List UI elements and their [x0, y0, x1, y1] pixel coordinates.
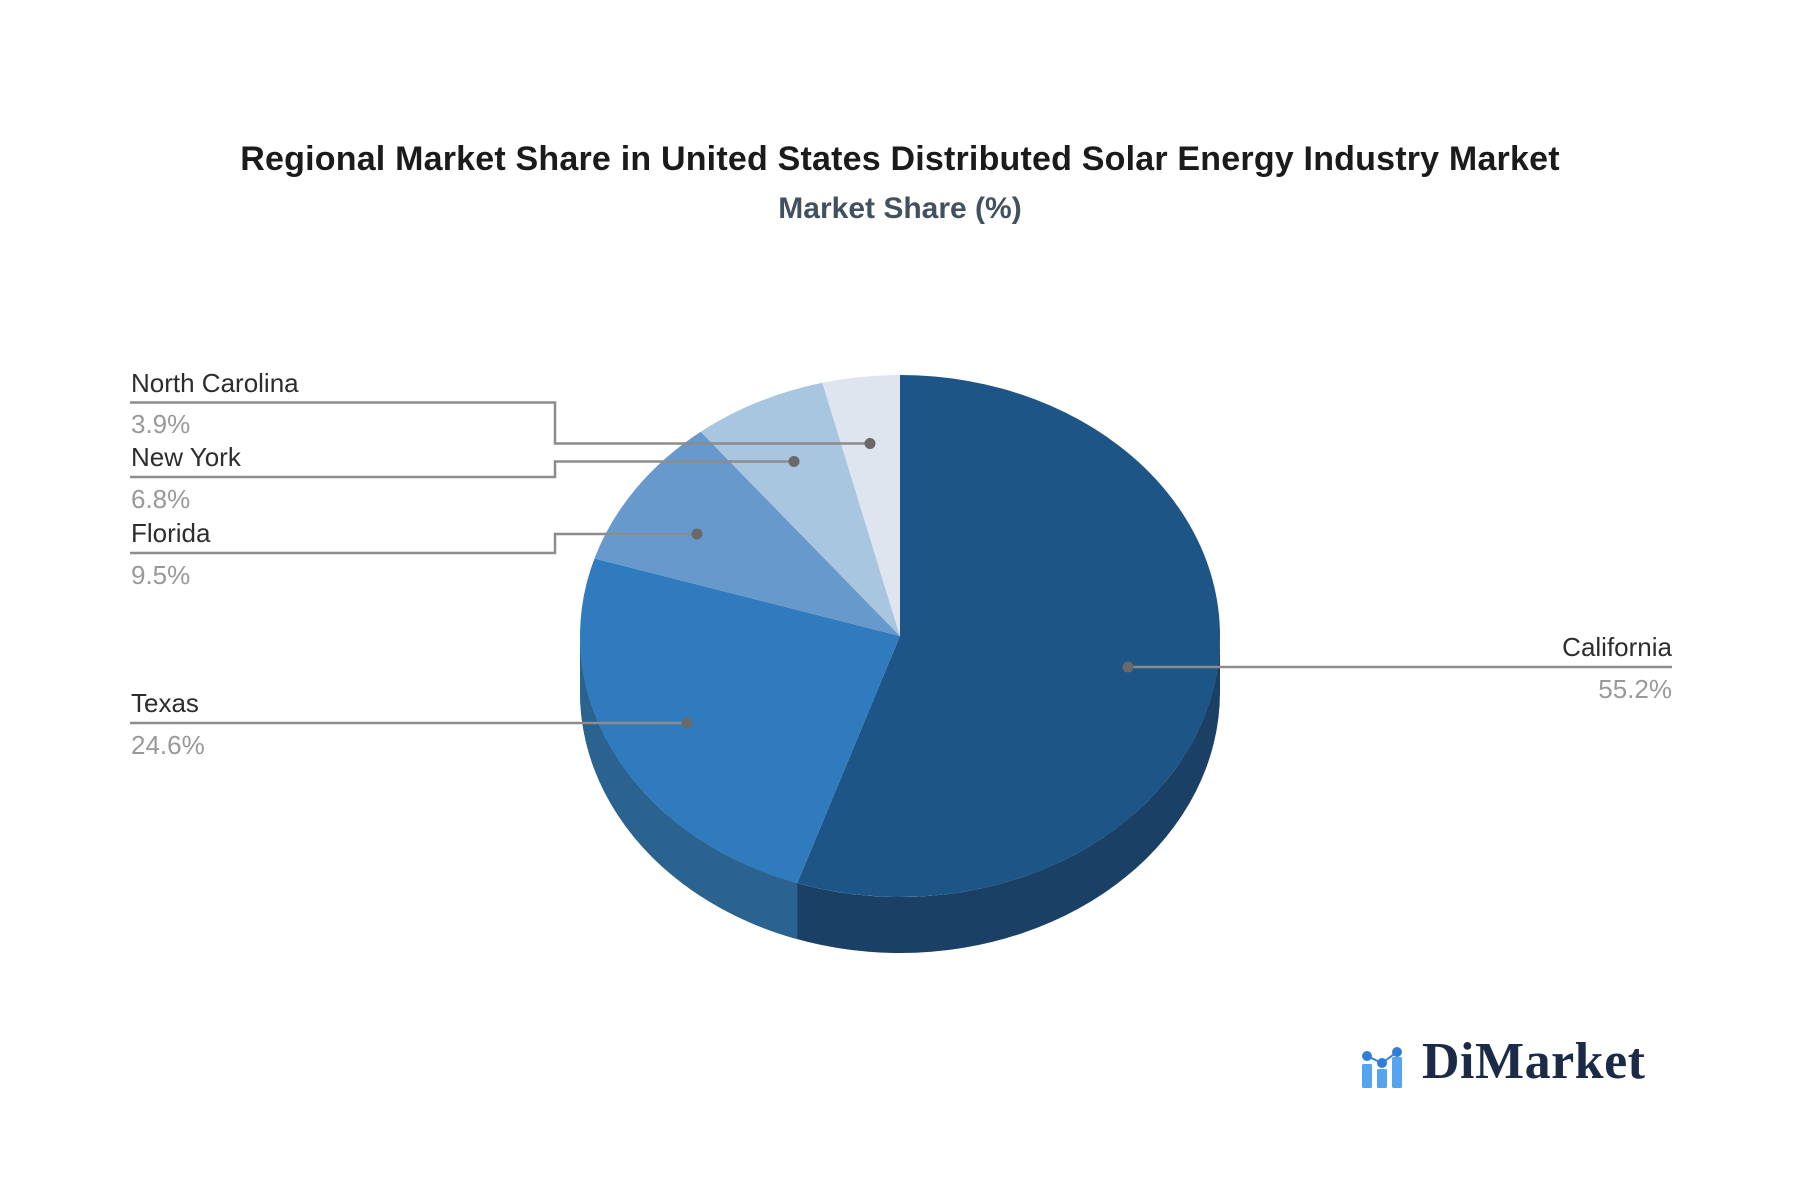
leader-dot-california	[1122, 661, 1134, 673]
callout-value-new-york: 6.8%	[131, 484, 191, 514]
leader-line-new-york	[130, 460, 794, 479]
leader-line-north-carolina	[130, 401, 870, 445]
pie-slice-florida[interactable]	[594, 431, 900, 636]
callout-label-new-york: New York	[131, 442, 241, 472]
leader-dot-texas	[681, 717, 693, 729]
callout-label-north-carolina: North Carolina	[131, 368, 299, 398]
leader-dot-north-carolina	[864, 438, 876, 449]
pie-slice-california[interactable]	[797, 375, 1221, 897]
leader-line-florida	[130, 532, 697, 555]
dimarket-logo-text: DiMarket	[1422, 1033, 1646, 1090]
pie-slice-new-york[interactable]	[700, 382, 900, 636]
chart-title: Regional Market Share in United States D…	[240, 140, 1560, 178]
callout-value-texas: 24.6%	[131, 730, 205, 760]
pie-slice-north-carolina[interactable]	[822, 375, 900, 636]
dimarket-logo-icon	[1362, 1047, 1402, 1088]
callout-value-florida: 9.5%	[131, 560, 191, 590]
pie-slice-texas[interactable]	[580, 558, 900, 884]
callout-label-california: California	[1562, 632, 1672, 662]
dimarket-logo: DiMarket	[1358, 1036, 1645, 1088]
chart-subtitle: Market Share (%)	[778, 192, 1022, 225]
callout-value-california: 55.2%	[1598, 674, 1672, 704]
callout-label-florida: Florida	[131, 518, 211, 548]
leader-dot-new-york	[788, 456, 800, 467]
callout-value-north-carolina: 3.9%	[131, 409, 191, 439]
leader-dot-florida	[691, 528, 703, 540]
pie-side-texas	[580, 636, 798, 940]
callout-label-texas: Texas	[131, 688, 199, 718]
